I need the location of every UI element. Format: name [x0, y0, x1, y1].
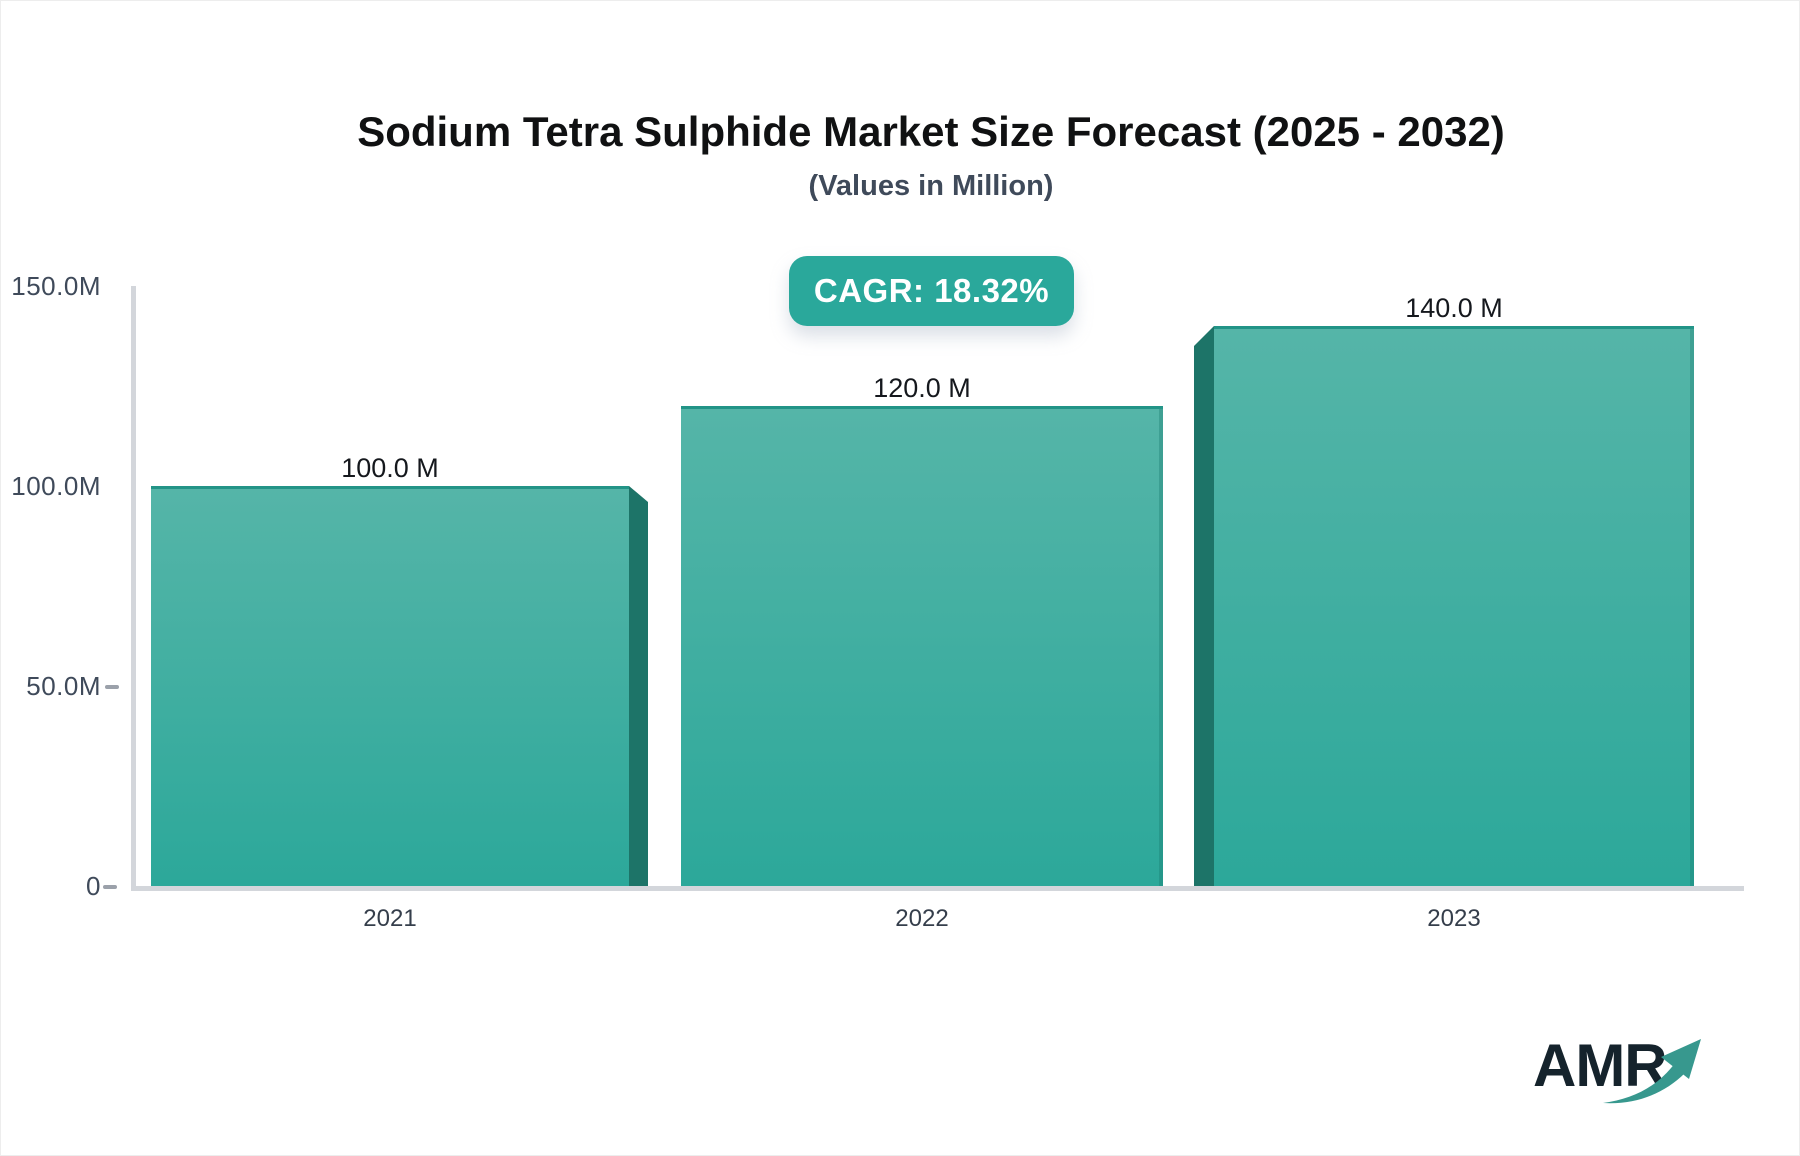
x-tick-label-2022: 2022 [895, 905, 949, 932]
bar-2021-value-label: 100.0 M [341, 453, 439, 483]
bar-2022 [681, 406, 1163, 886]
y-tick-label-50: 50.0M [26, 671, 101, 701]
chart-title: Sodium Tetra Sulphide Market Size Foreca… [357, 108, 1505, 155]
bar-2023 [1214, 326, 1694, 886]
growth-arrow-icon [1603, 1039, 1701, 1104]
bar-2021 [151, 486, 629, 886]
x-axis-line [131, 886, 1744, 891]
y-tick-mark [103, 885, 117, 889]
cagr-badge-label: CAGR: 18.32% [813, 272, 1050, 309]
bar-2023-3d-side [1194, 326, 1214, 886]
y-tick-label-150: 150.0M [11, 271, 101, 301]
cagr-badge: CAGR: 18.32% [789, 256, 1074, 326]
x-tick-label-2021: 2021 [363, 905, 417, 932]
bar-2021-3d-side [629, 486, 648, 886]
x-tick-label-2023: 2023 [1427, 905, 1481, 932]
amr-logo-text: AMR [1533, 1032, 1668, 1099]
y-axis-line [131, 286, 136, 891]
chart-subtitle: (Values in Million) [808, 170, 1054, 202]
amr-logo: AMR [1533, 1033, 1733, 1113]
y-tick-label-100: 100.0M [11, 471, 101, 501]
y-tick-label-0: 0 [86, 871, 101, 901]
bar-2022-value-label: 120.0 M [873, 373, 971, 403]
bar-2023-value-label: 140.0 M [1405, 293, 1503, 323]
y-tick-mark [105, 685, 119, 689]
